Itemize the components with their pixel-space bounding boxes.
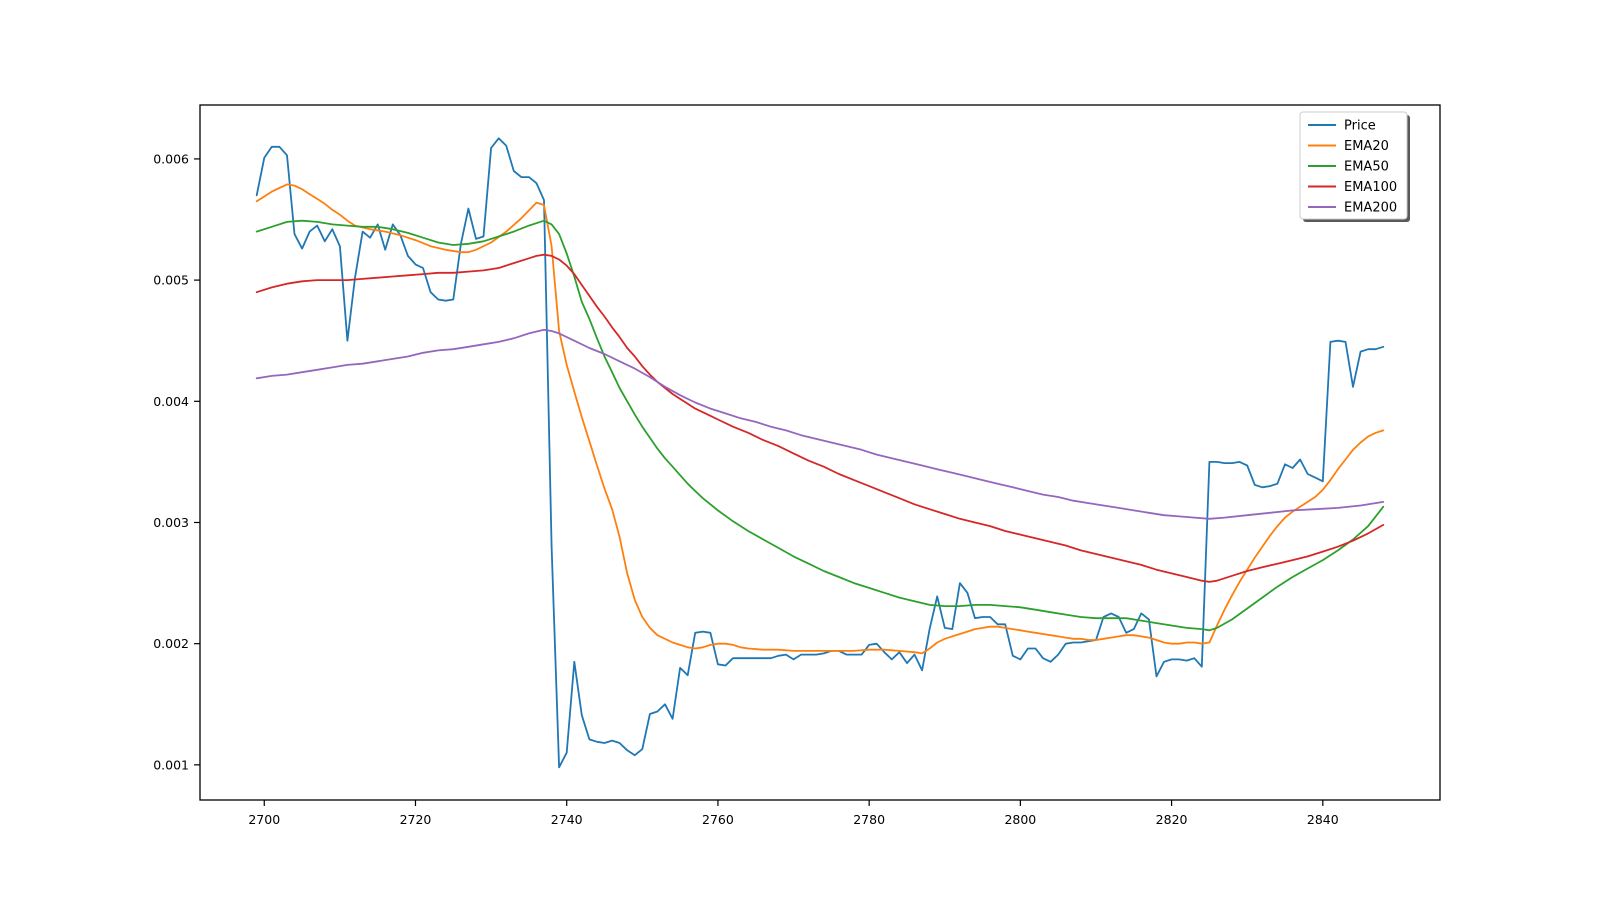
legend-item-ema200: EMA200 xyxy=(1308,201,1397,216)
legend-label: EMA50 xyxy=(1344,160,1389,175)
legend-label: EMA20 xyxy=(1344,139,1389,154)
y-axis-tick-label: 0.001 xyxy=(153,757,189,772)
x-axis-tick-label: 2740 xyxy=(551,812,583,827)
legend-label: EMA100 xyxy=(1344,180,1397,195)
legend-label: EMA200 xyxy=(1344,201,1397,216)
series-line-price xyxy=(255,137,1385,769)
axes-frame xyxy=(199,104,1441,801)
legend-item-ema20: EMA20 xyxy=(1308,139,1389,154)
y-axis-tick-label: 0.006 xyxy=(153,151,189,166)
legend: Price EMA20 EMA50 EMA100 EMA200 xyxy=(1299,111,1410,222)
legend-item-ema100: EMA100 xyxy=(1308,180,1397,195)
y-axis-tick-label: 0.005 xyxy=(153,273,189,288)
series-line-ema50 xyxy=(255,219,1385,632)
series-line-ema20 xyxy=(255,183,1385,655)
y-axis-tick-label: 0.002 xyxy=(153,636,189,651)
series-line-ema200 xyxy=(255,328,1385,520)
x-axis-tick-label: 2700 xyxy=(248,812,280,827)
y-axis-tick-label: 0.004 xyxy=(153,394,189,409)
legend-item-ema50: EMA50 xyxy=(1308,160,1389,175)
x-axis-tick-label: 2780 xyxy=(853,812,885,827)
x-axis-tick-label: 2800 xyxy=(1004,812,1036,827)
y-axis-tick-label: 0.003 xyxy=(153,515,189,530)
x-axis-tick-label: 2840 xyxy=(1307,812,1339,827)
x-axis-tick-label: 2720 xyxy=(400,812,432,827)
series-line-ema100 xyxy=(255,253,1385,583)
legend-box xyxy=(1299,111,1408,220)
legend-item-price: Price xyxy=(1308,119,1376,134)
x-axis-tick-label: 2760 xyxy=(702,812,734,827)
legend-label: Price xyxy=(1344,119,1376,134)
x-axis-tick-label: 2820 xyxy=(1156,812,1188,827)
